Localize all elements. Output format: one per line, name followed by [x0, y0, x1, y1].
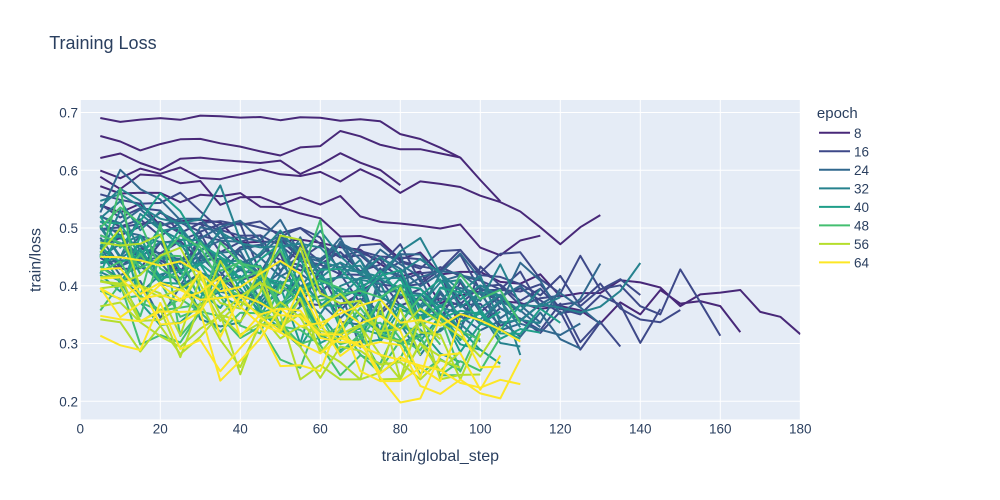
svg-text:24: 24 [854, 163, 870, 178]
svg-text:180: 180 [789, 421, 812, 436]
svg-text:0.2: 0.2 [59, 394, 78, 409]
svg-text:160: 160 [709, 421, 732, 436]
svg-text:20: 20 [153, 421, 168, 436]
svg-text:140: 140 [629, 421, 652, 436]
svg-text:epoch: epoch [817, 105, 858, 122]
svg-text:56: 56 [854, 237, 869, 252]
svg-text:0.5: 0.5 [59, 221, 78, 236]
svg-text:32: 32 [854, 181, 869, 196]
svg-text:80: 80 [393, 421, 408, 436]
svg-text:40: 40 [233, 421, 248, 436]
svg-text:train/global_step: train/global_step [382, 448, 500, 465]
svg-text:Training Loss: Training Loss [49, 33, 156, 53]
svg-text:0.3: 0.3 [59, 337, 78, 352]
svg-text:40: 40 [854, 200, 869, 215]
svg-text:60: 60 [313, 421, 328, 436]
svg-text:64: 64 [854, 255, 870, 270]
svg-text:100: 100 [469, 421, 492, 436]
svg-text:0.6: 0.6 [59, 163, 78, 178]
svg-text:0.4: 0.4 [59, 279, 78, 294]
svg-text:8: 8 [854, 126, 862, 141]
svg-text:16: 16 [854, 144, 869, 159]
svg-text:train/loss: train/loss [28, 228, 45, 292]
svg-text:0.7: 0.7 [59, 106, 78, 121]
svg-text:120: 120 [549, 421, 572, 436]
svg-text:0: 0 [77, 421, 85, 436]
svg-text:48: 48 [854, 218, 869, 233]
